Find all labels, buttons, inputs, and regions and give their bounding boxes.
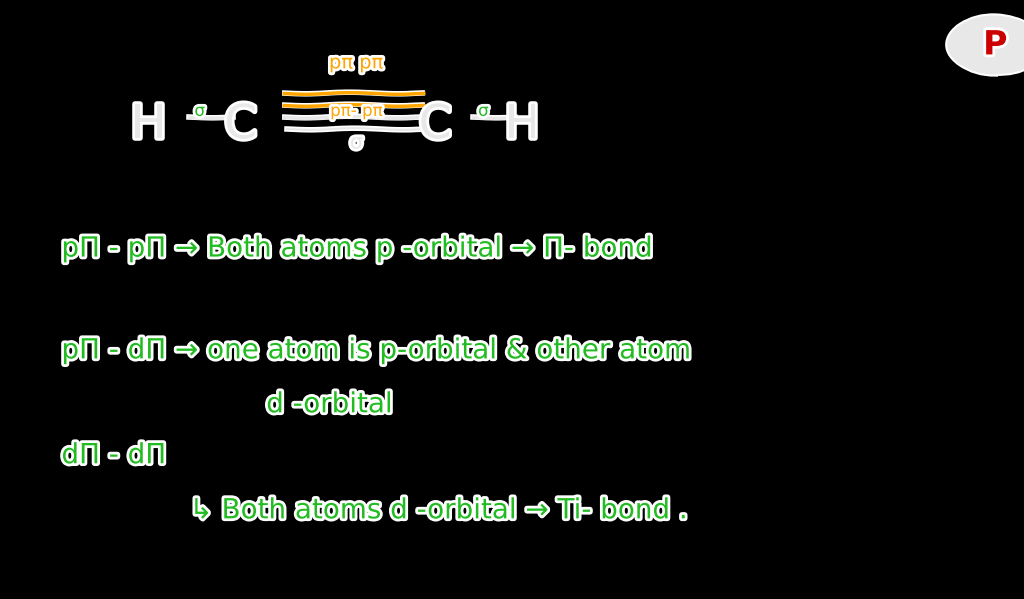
Text: d -orbital: d -orbital [266, 391, 392, 418]
Text: C: C [224, 103, 257, 149]
Text: pΠ - dΠ → one atom is p-orbital & other atom: pΠ - dΠ → one atom is p-orbital & other … [61, 337, 691, 364]
Text: σ: σ [195, 102, 205, 120]
Text: σ: σ [350, 132, 362, 153]
Text: pπ- pπ: pπ- pπ [330, 102, 383, 120]
Text: H: H [131, 103, 166, 149]
Text: P: P [983, 28, 1008, 62]
Text: H: H [505, 103, 540, 149]
Circle shape [947, 17, 1024, 73]
Text: σ: σ [478, 102, 488, 120]
Text: ↳ Both atoms d -orbital → Ti- bond .: ↳ Both atoms d -orbital → Ti- bond . [189, 497, 688, 524]
Text: pΠ - pΠ → Both atoms p -orbital → Π- bond: pΠ - pΠ → Both atoms p -orbital → Π- bon… [61, 235, 652, 262]
Text: C: C [419, 103, 452, 149]
Text: pπ pπ: pπ pπ [329, 53, 384, 72]
Text: dΠ - dΠ: dΠ - dΠ [61, 441, 166, 469]
